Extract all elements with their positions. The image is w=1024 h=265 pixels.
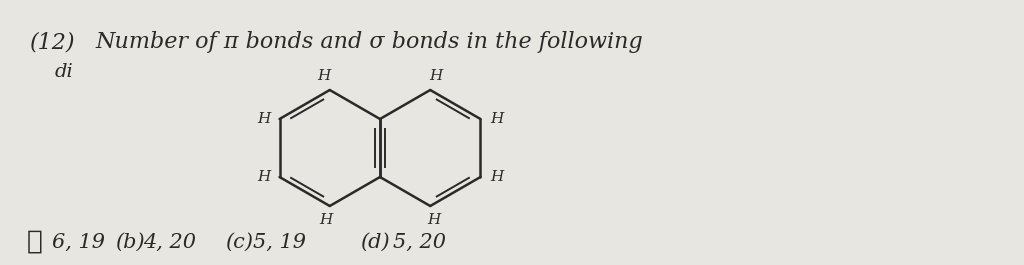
Text: (12): (12) [30, 31, 76, 53]
Text: H: H [317, 69, 331, 83]
Text: H: H [489, 170, 503, 184]
Text: (b): (b) [115, 232, 144, 251]
Text: 4, 20: 4, 20 [143, 232, 196, 251]
Text: Number of π bonds and σ bonds in the following: Number of π bonds and σ bonds in the fol… [95, 31, 643, 53]
Text: H: H [257, 112, 270, 126]
Text: (d): (d) [360, 232, 389, 251]
Text: ⓐ: ⓐ [27, 229, 43, 255]
Text: (c): (c) [225, 232, 253, 251]
Text: H: H [319, 213, 333, 227]
Text: H: H [430, 69, 442, 83]
Text: 5, 19: 5, 19 [253, 232, 306, 251]
Text: H: H [489, 112, 503, 126]
Text: 5, 20: 5, 20 [393, 232, 446, 251]
Text: H: H [257, 170, 270, 184]
Text: di: di [55, 63, 74, 81]
Text: H: H [428, 213, 441, 227]
Text: 6, 19: 6, 19 [52, 232, 105, 251]
